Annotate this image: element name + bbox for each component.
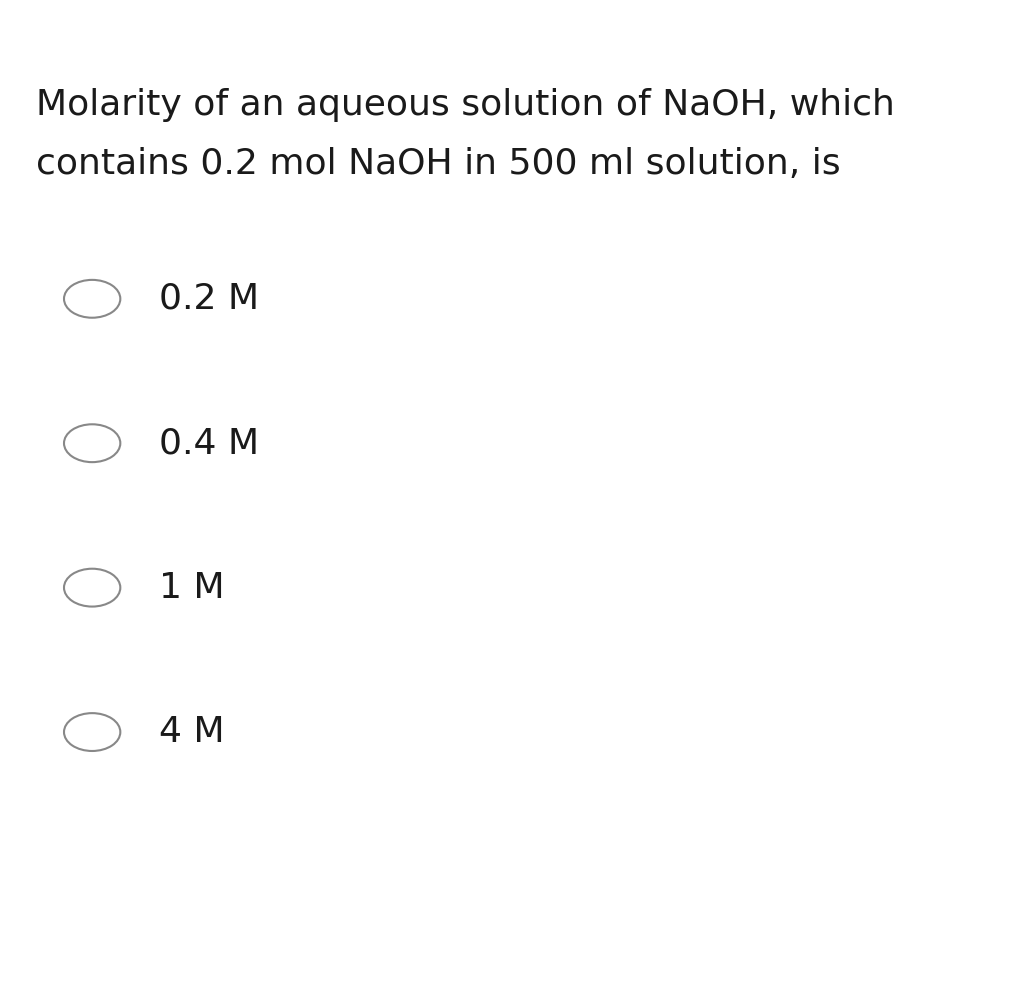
Text: 4 M: 4 M — [159, 715, 224, 749]
Text: 0.4 M: 0.4 M — [159, 426, 259, 460]
Text: 0.2 M: 0.2 M — [159, 282, 259, 316]
Text: 1 M: 1 M — [159, 571, 224, 605]
Text: contains 0.2 mol NaOH in 500 ml solution, is: contains 0.2 mol NaOH in 500 ml solution… — [36, 147, 841, 181]
Text: Molarity of an aqueous solution of NaOH, which: Molarity of an aqueous solution of NaOH,… — [36, 88, 895, 122]
